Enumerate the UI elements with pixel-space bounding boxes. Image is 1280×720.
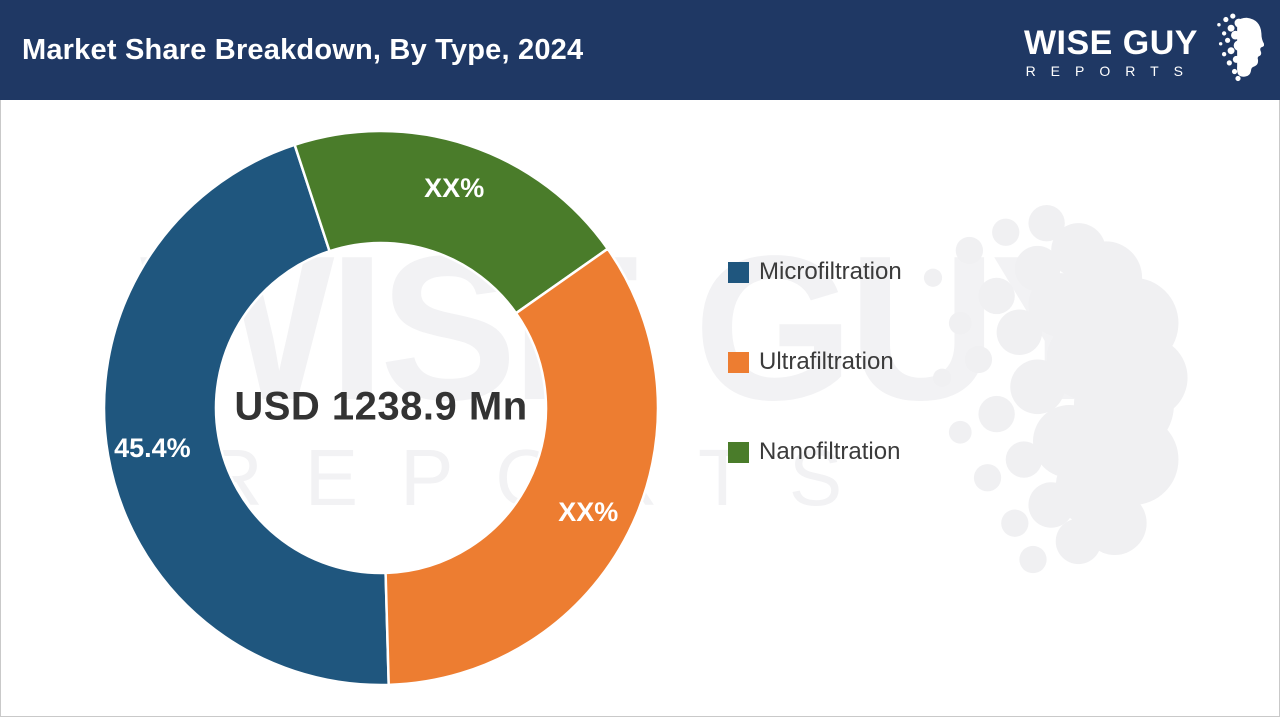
donut-slice-ultrafiltration <box>384 247 660 687</box>
legend-label: Nanofiltration <box>759 438 901 465</box>
logo-subtitle: REPORTS <box>1025 63 1198 79</box>
slice-label-ultrafiltration: XX% <box>558 497 618 527</box>
page-title: Market Share Breakdown, By Type, 2024 <box>22 33 584 66</box>
logo-title: WISE GUY <box>1023 24 1198 62</box>
legend-swatch-nanofiltration <box>728 441 749 463</box>
logo-face-icon <box>1217 13 1264 82</box>
legend-swatch-microfiltration <box>728 261 749 283</box>
donut-slice-nanofiltration <box>293 129 609 315</box>
slice-label-microfiltration: 45.4% <box>114 433 191 463</box>
slice-label-nanofiltration: XX% <box>424 173 484 203</box>
legend-label: Microfiltration <box>759 258 902 285</box>
legend-item-ultrafiltration: Ultrafiltration <box>728 345 902 379</box>
wise-guy-reports-logo: WISE GUY REPORTS <box>1008 6 1264 96</box>
donut-center-value: USD 1238.9 Mn <box>234 384 528 429</box>
watermark-face-dots <box>923 205 1188 574</box>
legend-label: Ultrafiltration <box>759 348 894 375</box>
legend-swatch-ultrafiltration <box>728 351 749 373</box>
header-bar: Market Share Breakdown, By Type, 2024 WI… <box>0 0 1280 100</box>
legend-item-nanofiltration: Nanofiltration <box>728 435 902 469</box>
legend-item-microfiltration: Microfiltration <box>728 255 902 289</box>
chart-legend: Microfiltration Ultrafiltration Nanofilt… <box>728 255 902 525</box>
donut-slice-microfiltration <box>102 143 390 687</box>
